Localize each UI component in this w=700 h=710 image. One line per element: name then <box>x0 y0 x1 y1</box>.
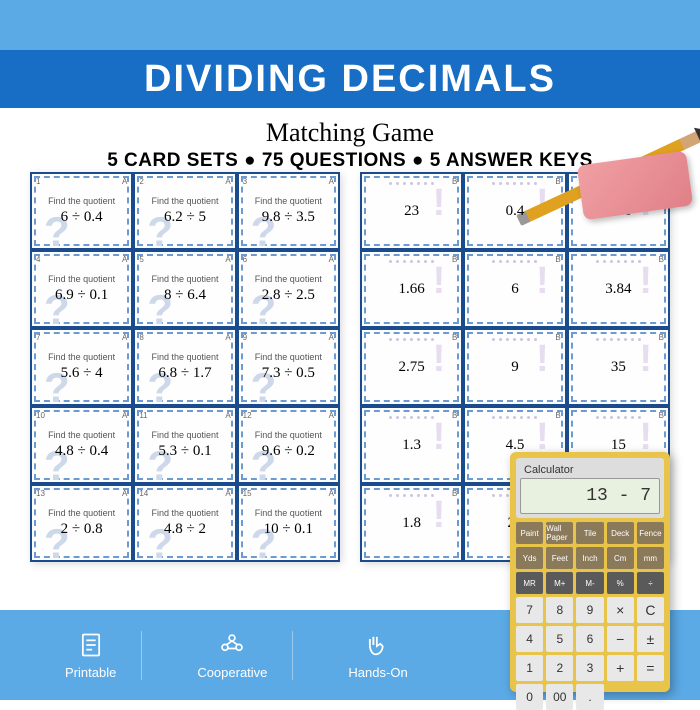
question-card: 12A?Find the quotient9.6 ÷ 0.2 <box>237 406 340 484</box>
question-card: 3A?Find the quotient9.8 ÷ 3.5 <box>237 172 340 250</box>
calc-key[interactable]: 0 <box>516 684 543 710</box>
question-sheet: 1A?Find the quotient6 ÷ 0.42A?Find the q… <box>30 172 340 562</box>
calc-key[interactable]: × <box>607 597 634 623</box>
question-card: 1A?Find the quotient6 ÷ 0.4 <box>30 172 133 250</box>
answer-card: B!1.3 <box>360 406 463 484</box>
question-card: 6A?Find the quotient2.8 ÷ 2.5 <box>237 250 340 328</box>
calc-key[interactable]: 6 <box>576 626 603 652</box>
calc-key[interactable]: 4 <box>516 626 543 652</box>
calc-key[interactable]: 00 <box>546 684 573 710</box>
calc-key[interactable]: 9 <box>576 597 603 623</box>
calc-key[interactable]: Fence <box>637 522 664 544</box>
question-card: 11A?Find the quotient5.3 ÷ 0.1 <box>133 406 236 484</box>
calc-key[interactable]: ÷ <box>637 572 664 594</box>
question-card: 15A?Find the quotient10 ÷ 0.1 <box>237 484 340 562</box>
calc-key[interactable]: − <box>607 626 634 652</box>
calc-key[interactable]: MR <box>516 572 543 594</box>
question-card: 2A?Find the quotient6.2 ÷ 5 <box>133 172 236 250</box>
calc-key[interactable]: 8 <box>546 597 573 623</box>
calc-key[interactable]: Deck <box>607 522 634 544</box>
calc-key[interactable]: Tile <box>576 522 603 544</box>
calc-key[interactable]: Feet <box>546 547 573 569</box>
question-card: 13A?Find the quotient2 ÷ 0.8 <box>30 484 133 562</box>
answer-card: B!2.75 <box>360 328 463 406</box>
printable-icon <box>77 631 105 659</box>
calc-key[interactable]: Wall Paper <box>546 522 573 544</box>
calc-key[interactable]: % <box>607 572 634 594</box>
answer-card: B!9 <box>463 328 566 406</box>
calc-key[interactable]: Inch <box>576 547 603 569</box>
calc-key[interactable]: = <box>637 655 664 681</box>
calc-key[interactable]: 3 <box>576 655 603 681</box>
calc-key[interactable]: ± <box>637 626 664 652</box>
answer-card: B!35 <box>567 328 670 406</box>
calculator: Calculator 13 - 7 PaintWall PaperTileDec… <box>510 452 670 692</box>
answer-card: B!3.84 <box>567 250 670 328</box>
calc-key[interactable]: C <box>637 597 664 623</box>
question-card: 5A?Find the quotient8 ÷ 6.4 <box>133 250 236 328</box>
answer-card: B!1.66 <box>360 250 463 328</box>
feature-handson: Hands-On <box>323 631 432 680</box>
feature-printable: Printable <box>40 631 142 680</box>
subtitle-text: Matching Game <box>0 118 700 148</box>
feature-label: Hands-On <box>348 665 407 680</box>
calc-key[interactable]: 7 <box>516 597 543 623</box>
calc-key[interactable]: M+ <box>546 572 573 594</box>
calc-key[interactable]: . <box>576 684 603 710</box>
calculator-screen: 13 - 7 <box>520 478 660 514</box>
answer-card: B!6 <box>463 250 566 328</box>
question-card: 8A?Find the quotient6.8 ÷ 1.7 <box>133 328 236 406</box>
calc-key[interactable]: mm <box>637 547 664 569</box>
feature-label: Cooperative <box>197 665 267 680</box>
calc-key[interactable]: 5 <box>546 626 573 652</box>
question-card: 4A?Find the quotient6.9 ÷ 0.1 <box>30 250 133 328</box>
cooperative-icon <box>218 631 246 659</box>
calculator-keys: PaintWall PaperTileDeckFenceYdsFeetInchC… <box>516 522 664 710</box>
question-card: 9A?Find the quotient7.3 ÷ 0.5 <box>237 328 340 406</box>
calculator-top: Calculator 13 - 7 <box>516 458 664 518</box>
title-banner: DIVIDING DECIMALS <box>0 50 700 108</box>
main-title: DIVIDING DECIMALS <box>144 58 556 101</box>
calc-key[interactable]: + <box>607 655 634 681</box>
answer-card: B!1.8 <box>360 484 463 562</box>
calc-key[interactable]: M- <box>576 572 603 594</box>
calc-key[interactable]: 1 <box>516 655 543 681</box>
calc-key[interactable]: Paint <box>516 522 543 544</box>
calc-key[interactable]: Yds <box>516 547 543 569</box>
calc-key[interactable]: Cm <box>607 547 634 569</box>
calc-key[interactable]: 2 <box>546 655 573 681</box>
feature-label: Printable <box>65 665 116 680</box>
answer-card: B!23 <box>360 172 463 250</box>
feature-cooperative: Cooperative <box>172 631 293 680</box>
handson-icon <box>364 631 392 659</box>
question-card: 10A?Find the quotient4.8 ÷ 0.4 <box>30 406 133 484</box>
question-card: 7A?Find the quotient5.6 ÷ 4 <box>30 328 133 406</box>
question-card: 14A?Find the quotient4.8 ÷ 2 <box>133 484 236 562</box>
calculator-label: Calculator <box>520 462 660 478</box>
